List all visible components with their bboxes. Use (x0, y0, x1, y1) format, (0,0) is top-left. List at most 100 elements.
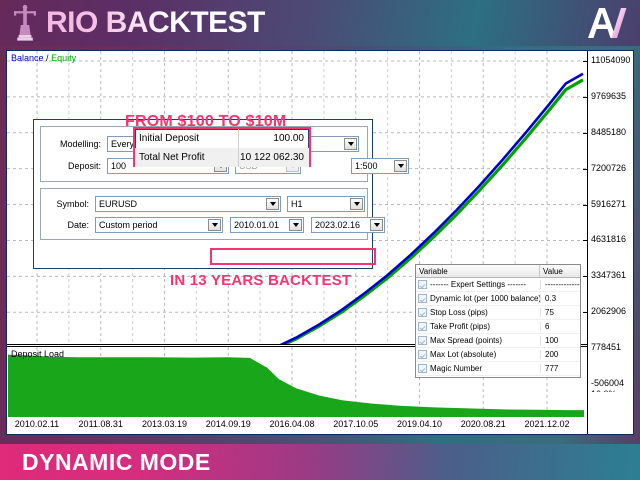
equity-legend: Balance / Equity (11, 53, 76, 63)
x-axis-tick-label: 2020.08.21 (460, 419, 506, 429)
date-period-select[interactable]: Custom period (95, 216, 223, 233)
date-to-input[interactable]: 2023.02.16 (311, 216, 385, 233)
backtest-report-window: Balance / Equity 11054090 9769635 8485180 7… (6, 50, 634, 435)
app-footer: DYNAMIC MODE (0, 444, 640, 480)
y-axis-tick-label: 4631816 (591, 234, 627, 245)
checkbox-icon[interactable] (418, 322, 427, 331)
column-header-variable: Variable (416, 265, 540, 277)
stat-row-initial-deposit: Initial Deposit 100.00 (135, 129, 309, 148)
page-title: RIO BACKTEST (46, 6, 266, 39)
date-from-value: 2010.01.01 (234, 219, 280, 230)
deposit-load-label: Deposit Load (11, 349, 65, 359)
setting-value: 200 (540, 350, 580, 359)
setting-value: 100 (540, 336, 580, 345)
stat-row-total-net-profit: Total Net Profit 10 122 062.30 (135, 148, 309, 167)
checkbox-icon[interactable] (418, 294, 427, 303)
y-axis-right: 11054090 9769635 8485180 7200726 5916271 4631… (583, 51, 633, 399)
axis-tick-mark (583, 168, 587, 170)
table-row: Max Lot (absolute) 200 (416, 348, 580, 362)
setting-variable: Stop Loss (pips) (430, 308, 488, 317)
setting-variable: Max Lot (absolute) (430, 350, 497, 359)
axis-tick-mark (583, 132, 587, 134)
modelling-label: Modelling: (59, 138, 101, 149)
timeframe-value: H1 (291, 198, 303, 209)
checkbox-icon[interactable] (418, 350, 427, 359)
setting-variable: Magic Number (430, 364, 483, 373)
setting-variable: Take Profit (pips) (430, 322, 491, 331)
timeframe-select[interactable]: H1 (287, 195, 365, 212)
axis-tick-mark (583, 204, 587, 206)
table-row: ------- Expert Settings ------- ---------… (416, 278, 580, 292)
table-header-row: Variable Value (416, 265, 580, 278)
y-axis-tick-label: -506004 (591, 378, 625, 388)
chevron-down-icon[interactable] (394, 159, 407, 172)
setting-value: 777 (540, 364, 580, 373)
leverage-select[interactable]: 1:500 (351, 157, 409, 174)
x-axis-tick-label: 2016.04.08 (269, 419, 315, 429)
table-row: Stop Loss (pips) 75 (416, 306, 580, 320)
expert-settings-table: Variable Value ------- Expert Settings -… (415, 264, 581, 378)
annotation-13-years: IN 13 YEARS BACKTEST (170, 272, 352, 289)
x-axis-tick-label: 2019.04.10 (396, 419, 443, 429)
symbol-value: EURUSD (99, 198, 138, 209)
x-axis-tick-label: 2021.12.02 (524, 419, 570, 429)
symbol-select[interactable]: EURUSD (95, 195, 281, 212)
total-net-profit-label: Total Net Profit (135, 148, 239, 167)
load-axis-right: 0.0% (587, 392, 633, 434)
table-row: Trade CommentRio MT5 (416, 376, 580, 377)
y-axis-tick-label: 5916271 (591, 198, 627, 209)
axis-tick-mark (583, 96, 587, 98)
chevron-down-icon[interactable] (350, 197, 363, 210)
table-row: Magic Number 777 (416, 362, 580, 376)
table-row: Dynamic lot (per 1000 balance) 0.3 (416, 292, 580, 306)
chevron-down-icon[interactable] (370, 218, 383, 231)
setting-value: 75 (540, 308, 580, 317)
date-range-highlight (210, 248, 376, 265)
table-body: ------- Expert Settings ------- ---------… (416, 278, 580, 377)
y-axis-tick-label: 2062906 (591, 306, 627, 317)
deposit-load-area (8, 354, 584, 417)
checkbox-icon[interactable] (418, 336, 427, 345)
chevron-down-icon[interactable] (208, 218, 221, 231)
column-header-value: Value (543, 266, 563, 276)
total-net-profit-value: 10 122 062.30 (240, 152, 304, 163)
y-axis-tick-label: 7200726 (591, 162, 627, 173)
date-from-input[interactable]: 2010.01.01 (230, 216, 304, 233)
legend-balance-label: Balance (11, 53, 44, 63)
annotation-from-100-to-10m: FROM $100 TO $10M (125, 113, 287, 130)
setting-variable: Max Spread (points) (430, 336, 503, 345)
date-to-value: 2023.02.16 (315, 219, 361, 230)
setting-variable: Dynamic lot (per 1000 balance) (430, 294, 540, 303)
x-axis-tick-label: 2014.09.19 (205, 419, 251, 429)
deposit-label: Deposit: (67, 160, 101, 171)
equity-series-line (281, 78, 584, 344)
x-axis-tick-label: 2010.02.11 (14, 419, 60, 429)
deposit-load-svg (8, 347, 584, 417)
date-period-value: Custom period (99, 219, 158, 230)
chevron-down-icon[interactable] (344, 137, 357, 150)
checkbox-icon[interactable] (418, 280, 427, 289)
chevron-down-icon[interactable] (289, 218, 302, 231)
axis-tick-mark (583, 240, 587, 242)
legend-separator: / (46, 53, 49, 63)
x-axis-tick-label: 2011.08.31 (78, 419, 123, 429)
app-header: RIO BACKTEST (0, 0, 640, 46)
av-logo-icon (588, 8, 627, 38)
x-axis-tick-label: 2017.10.05 (333, 419, 379, 429)
y-axis-tick-label: 11054090 (591, 55, 631, 65)
checkbox-icon[interactable] (418, 364, 427, 373)
y-axis-tick-label: 3347361 (591, 270, 627, 281)
symbol-fieldset: Symbol: EURUSD H1 Date: Custom period 20… (40, 188, 385, 240)
leverage-value: 1:500 (355, 160, 378, 171)
summary-stats-box: Initial Deposit 100.00 Total Net Profit … (133, 127, 311, 167)
axis-tick-mark (583, 276, 587, 278)
balance-series-line (279, 72, 584, 344)
axis-tick-mark (583, 61, 587, 62)
checkbox-icon[interactable] (418, 308, 427, 317)
setting-value: 0.3 (540, 294, 580, 303)
y-axis-tick-label: 8485180 (591, 126, 627, 137)
initial-deposit-value: 100.00 (273, 133, 304, 144)
symbol-label: Symbol: (56, 198, 89, 209)
chevron-down-icon[interactable] (266, 197, 279, 210)
footer-label: DYNAMIC MODE (22, 448, 211, 475)
